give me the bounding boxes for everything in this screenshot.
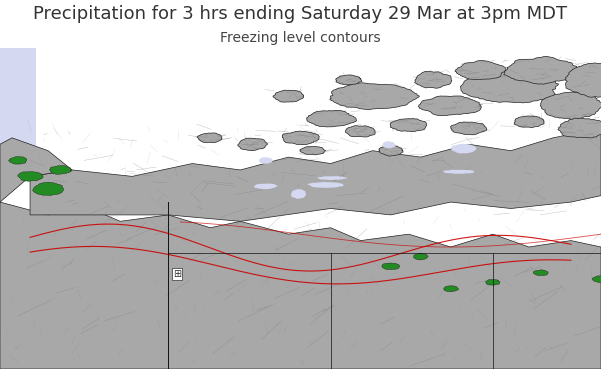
Polygon shape <box>540 92 601 120</box>
Polygon shape <box>8 156 27 164</box>
Polygon shape <box>317 176 347 180</box>
Polygon shape <box>451 144 477 154</box>
Polygon shape <box>0 138 72 202</box>
Polygon shape <box>307 110 356 127</box>
Polygon shape <box>32 182 64 196</box>
Polygon shape <box>455 61 506 80</box>
Polygon shape <box>291 189 306 199</box>
Polygon shape <box>197 133 222 143</box>
Polygon shape <box>486 279 500 285</box>
Polygon shape <box>418 96 481 115</box>
Polygon shape <box>254 183 278 189</box>
Polygon shape <box>238 138 267 151</box>
Polygon shape <box>346 126 375 137</box>
Polygon shape <box>273 90 304 102</box>
Polygon shape <box>30 128 601 221</box>
Polygon shape <box>558 118 601 138</box>
Polygon shape <box>382 141 396 148</box>
Text: Freezing level contours: Freezing level contours <box>220 31 381 45</box>
Polygon shape <box>300 146 326 155</box>
Polygon shape <box>592 276 601 283</box>
Bar <box>0 48 36 176</box>
Polygon shape <box>382 263 400 270</box>
Polygon shape <box>565 63 601 97</box>
Polygon shape <box>460 70 558 103</box>
Polygon shape <box>379 146 403 156</box>
Text: Precipitation for 3 hrs ending Saturday 29 Mar at 3pm MDT: Precipitation for 3 hrs ending Saturday … <box>34 6 567 23</box>
Polygon shape <box>533 270 548 276</box>
Polygon shape <box>390 119 427 131</box>
Polygon shape <box>413 253 428 260</box>
Polygon shape <box>451 122 487 135</box>
Polygon shape <box>308 182 344 188</box>
Polygon shape <box>282 131 319 145</box>
Polygon shape <box>514 116 545 128</box>
Polygon shape <box>17 172 43 181</box>
Polygon shape <box>49 166 72 174</box>
Polygon shape <box>504 56 579 84</box>
Polygon shape <box>259 157 273 164</box>
Text: ⊞: ⊞ <box>173 269 182 279</box>
Polygon shape <box>443 170 474 174</box>
Polygon shape <box>444 286 459 292</box>
Polygon shape <box>330 83 419 110</box>
Polygon shape <box>0 202 601 369</box>
Polygon shape <box>415 71 452 88</box>
Polygon shape <box>336 75 362 85</box>
